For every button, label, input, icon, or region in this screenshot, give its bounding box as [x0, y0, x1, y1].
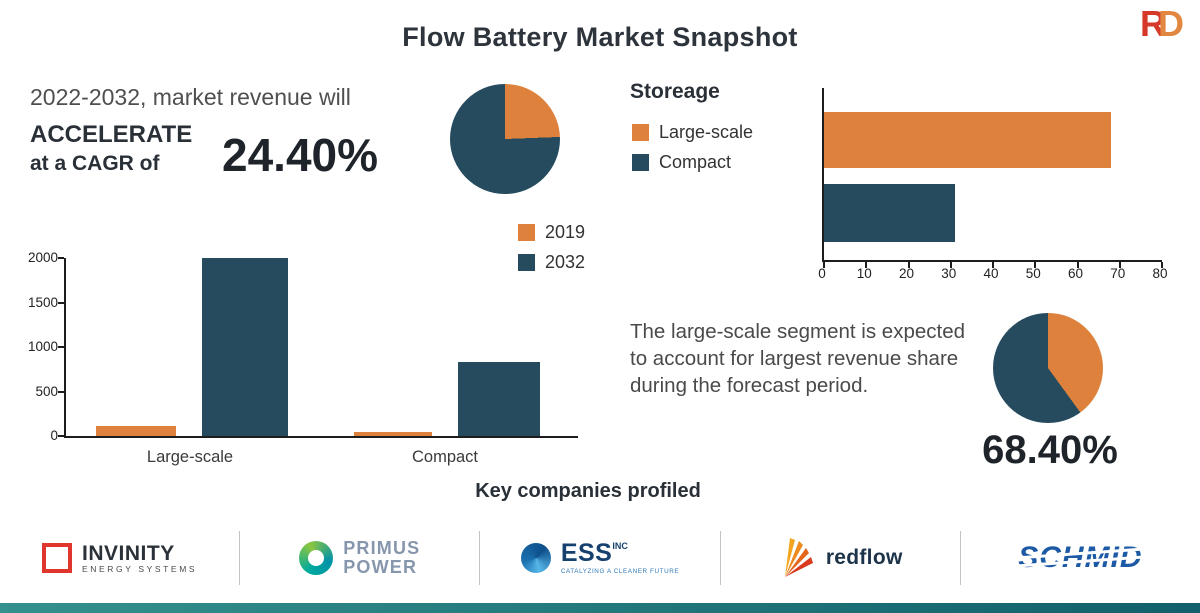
- y-axis-tick-label: 1000: [28, 339, 59, 354]
- bar-2019-large-scale: [96, 426, 176, 436]
- intro-line: 2022-2032, market revenue will: [30, 84, 351, 110]
- invinity-wordmark: INVINITY ENERGY SYSTEMS: [82, 541, 198, 574]
- legend-swatch-large-scale: [632, 124, 649, 141]
- x-axis-tick: [1118, 262, 1121, 268]
- x-axis-tick: [1034, 262, 1037, 268]
- x-axis-tick: [992, 262, 994, 268]
- x-axis-tick: [1076, 262, 1079, 268]
- y-axis-tick: [58, 257, 64, 259]
- legend-swatch-2019: [518, 224, 535, 241]
- category-label-compact: Compact: [411, 448, 479, 466]
- x-axis-tick: [907, 262, 910, 268]
- x-axis-tick-label: 70: [1110, 266, 1126, 281]
- ess-wordmark: ESS INC CATALYZING A CLEANER FUTURE: [560, 538, 680, 575]
- x-axis-tick-label: 80: [1152, 266, 1168, 281]
- y-axis-tick: [58, 346, 64, 348]
- logo-primus: PRIMUS POWER: [240, 520, 479, 596]
- ess-inc-suffix: INC: [612, 540, 628, 551]
- legend-item-2032: 2032: [518, 252, 585, 273]
- ess-tagline: CATALYZING A CLEANER FUTURE: [560, 567, 680, 575]
- brand-letter-r: R: [1140, 3, 1166, 44]
- schmid-wordmark: SCHMID: [1018, 541, 1143, 574]
- brand-letter-d: D: [1158, 3, 1184, 44]
- intro-accelerate: ACCELERATE: [30, 121, 193, 148]
- bar-2032-compact: [458, 362, 540, 436]
- x-axis-tick-label: 60: [1067, 266, 1084, 281]
- share-value: 68.40%: [982, 428, 1118, 472]
- logo-invinity: INVINITY ENERGY SYSTEMS: [0, 520, 239, 596]
- y-axis-tick: [58, 390, 64, 393]
- bar-2019-compact: [354, 431, 432, 436]
- legend-label-compact: Compact: [659, 152, 732, 172]
- ess-name: ESS: [560, 538, 613, 567]
- y-axis-tick-label: 500: [35, 383, 58, 399]
- primus-subtitle: POWER: [343, 557, 418, 577]
- cagr-value: 24.40%: [222, 129, 379, 181]
- x-axis-tick: [823, 262, 825, 268]
- primus-wordmark: PRIMUS POWER: [343, 539, 420, 577]
- logo-divider: [239, 531, 241, 585]
- invinity-name: INVINITY: [82, 541, 175, 565]
- x-axis-tick-label: 0: [818, 266, 826, 281]
- x-axis-tick-label: 10: [856, 266, 872, 281]
- y-axis-tick: [58, 301, 64, 304]
- companies-heading: Key companies profiled: [475, 480, 701, 502]
- x-axis-tick-label: 20: [898, 266, 915, 281]
- legend-label-2032: 2032: [545, 252, 586, 272]
- page-title: Flow Battery Market Snapshot: [402, 22, 798, 52]
- researchdive-logo: RD: [1140, 6, 1184, 42]
- intro-cagr-label: at a CAGR of: [30, 152, 160, 175]
- primus-ring-icon: [299, 541, 334, 575]
- ess-swirl-icon: [520, 543, 551, 573]
- redflow-name: redflow: [825, 546, 903, 569]
- y-axis-tick-label: 1500: [28, 294, 59, 310]
- legend-item-2019: 2019: [518, 222, 585, 243]
- storage-legend: Large-scale Compact: [632, 122, 753, 182]
- legend-swatch-compact: [632, 154, 649, 171]
- company-logo-row: INVINITY ENERGY SYSTEMS PRIMUS POWER ESS…: [0, 520, 1200, 596]
- bar-2032-large-scale: [202, 258, 288, 436]
- hbar-large-scale: [824, 112, 1112, 168]
- y-axis-tick-label: 2000: [28, 250, 59, 265]
- storage-share-bar-chart: 0 10 20 30 40 50 60 70 80: [818, 88, 1195, 290]
- revenue-bar-chart: 2000 1500 1000 500 0 Large-scale Compact: [28, 250, 588, 470]
- footer-bar: [0, 603, 1200, 613]
- y-axis-tick: [58, 435, 64, 437]
- logo-schmid: SCHMID: [961, 520, 1200, 596]
- ess-name-row: ESS INC: [560, 538, 679, 567]
- redflow-fan-icon: [784, 538, 813, 577]
- share-pie-chart: [993, 313, 1103, 423]
- storage-share-plot: [822, 88, 1163, 268]
- primus-name: PRIMUS: [343, 538, 421, 559]
- cagr-pie-chart: [450, 84, 560, 194]
- x-axis-tick: [949, 262, 952, 268]
- category-label-large-scale: Large-scale: [146, 448, 234, 466]
- logo-redflow: redflow: [721, 520, 960, 596]
- logo-divider: [479, 531, 481, 585]
- hbar-compact: [824, 184, 955, 242]
- legend-label-large-scale: Large-scale: [659, 122, 754, 142]
- year-legend: 2019 2032: [518, 222, 585, 282]
- logo-divider: [959, 531, 961, 585]
- revenue-bar-plot: [58, 257, 578, 438]
- legend-item-compact: Compact: [632, 152, 753, 173]
- legend-item-large-scale: Large-scale: [632, 122, 753, 143]
- legend-label-2019: 2019: [545, 222, 586, 242]
- logo-divider: [719, 531, 721, 585]
- storage-heading: Storeage: [630, 80, 720, 103]
- insight-text: The large-scale segment is expected to a…: [630, 320, 966, 398]
- invinity-subtitle: ENERGY SYSTEMS: [82, 563, 198, 574]
- x-axis-tick-label: 50: [1025, 266, 1041, 281]
- invinity-square-icon: [42, 543, 73, 573]
- legend-swatch-2032: [518, 254, 535, 271]
- x-axis-tick: [1161, 262, 1163, 268]
- x-axis-tick-label: 30: [941, 266, 957, 281]
- x-axis-tick-label: 40: [983, 266, 999, 281]
- y-axis-tick-label: 0: [50, 428, 58, 443]
- x-axis-tick: [865, 262, 868, 268]
- logo-ess: ESS INC CATALYZING A CLEANER FUTURE: [480, 520, 719, 596]
